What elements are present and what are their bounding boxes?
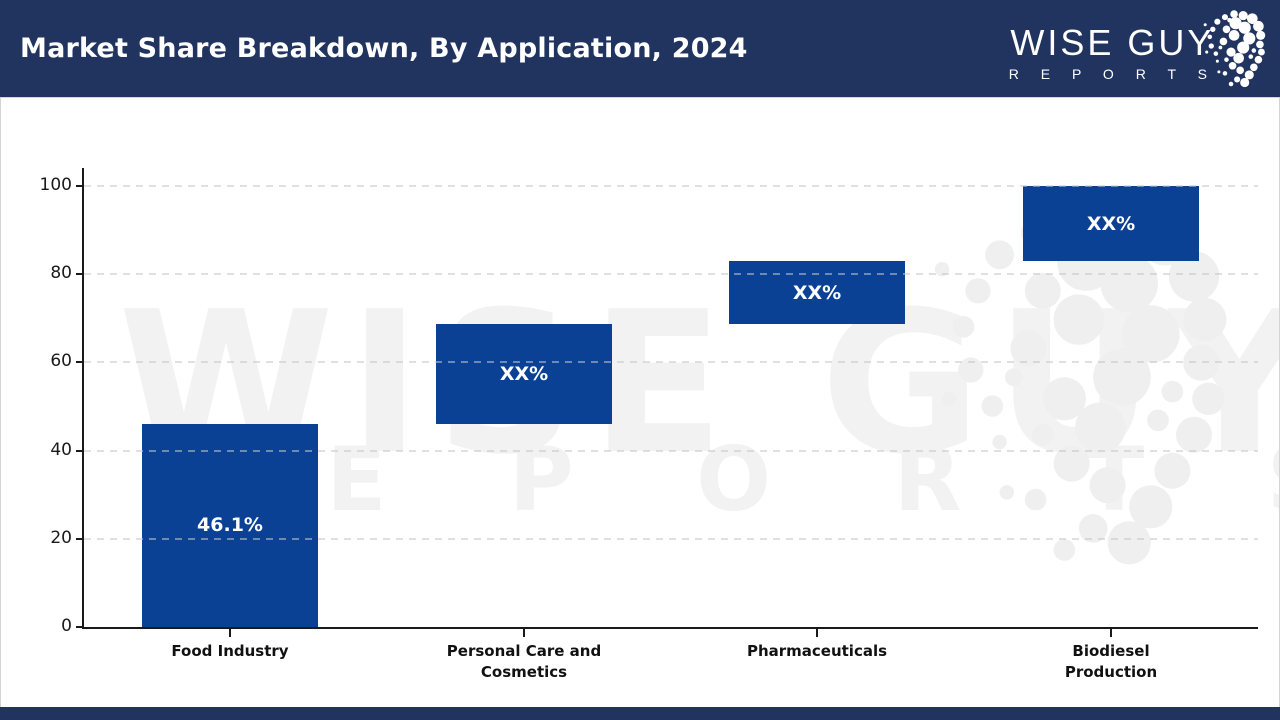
y-tick-label-80: 80: [50, 263, 72, 284]
category-label: Personal Care and Cosmetics: [446, 642, 602, 681]
gridline-40: [84, 449, 1258, 452]
gridline-20: [84, 537, 1258, 540]
bar-value-label: 46.1%: [197, 514, 263, 537]
logo-wordmark-line1: WISE GUY: [1010, 21, 1215, 63]
page-title: Market Share Breakdown, By Application, …: [20, 33, 748, 64]
y-tick-40: [76, 449, 84, 452]
bar-value-label: XX%: [499, 363, 549, 386]
y-tick-label-60: 60: [50, 351, 72, 372]
y-tick-100: [76, 185, 84, 187]
logo-wordmark: WISE GUY R E P O R T S: [1009, 22, 1216, 82]
gridline-80: [84, 273, 1258, 276]
y-tick-80: [76, 273, 84, 276]
gridline-100: [84, 185, 1258, 187]
x-axis: [82, 627, 1258, 629]
y-tick-label-0: 0: [61, 616, 72, 636]
bar-value-label: XX%: [792, 281, 842, 304]
bar-pharmaceuticals: [729, 261, 905, 325]
bar-food-industry: [142, 423, 318, 627]
x-tick: [229, 629, 231, 637]
header-bar: Market Share Breakdown, By Application, …: [0, 0, 1280, 97]
bar-biodiesel-production: [1023, 186, 1199, 262]
waterfall-chart: 0 20 40 60 80 100 46.1% Food Industry XX% Persona…: [0, 97, 1280, 707]
logo-wordmark-line2: R E P O R T S: [1008, 65, 1216, 82]
bar-value-label: XX%: [1086, 212, 1136, 235]
y-axis: [82, 168, 84, 629]
x-tick: [816, 629, 818, 637]
gridline-60: [84, 361, 1258, 364]
x-tick: [1110, 629, 1112, 637]
category-label: Pharmaceuticals: [746, 642, 888, 660]
y-tick-label-100: 100: [39, 175, 72, 195]
y-tick-20: [76, 537, 84, 540]
y-tick-60: [76, 361, 84, 364]
x-tick: [523, 629, 525, 637]
y-tick-label-20: 20: [50, 527, 72, 548]
category-label: Food Industry: [171, 642, 289, 660]
logo-face-icon: [1190, 8, 1266, 96]
y-tick-label-40: 40: [50, 439, 72, 460]
footer-bar: [0, 707, 1280, 720]
category-label: Biodiesel Production: [1064, 642, 1158, 681]
wise-guy-reports-logo: WISE GUY R E P O R T S: [1009, 8, 1266, 96]
bar-personal-care-and-cosmetics: [436, 324, 612, 424]
y-tick-0: [76, 626, 84, 628]
